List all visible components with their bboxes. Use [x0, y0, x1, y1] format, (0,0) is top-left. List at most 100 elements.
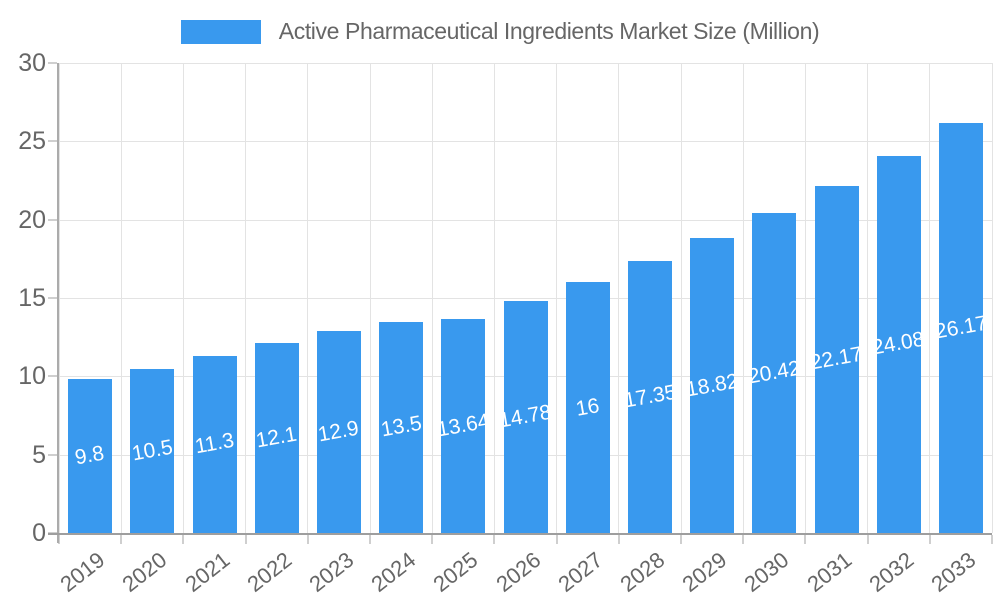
- x-tick-mark: [182, 535, 185, 544]
- bar-2030[interactable]: 20.42: [752, 213, 797, 533]
- x-tick-mark: [120, 535, 123, 544]
- x-tick-mark: [244, 535, 247, 544]
- bar-value-label: 11.3: [193, 429, 236, 459]
- x-tick-label: 2025: [428, 547, 483, 597]
- x-tick-mark: [431, 535, 434, 544]
- legend-swatch: [180, 19, 261, 44]
- y-tick-label: 5: [32, 440, 46, 469]
- x-tick-label: 2021: [179, 547, 234, 597]
- gridline-horizontal: [59, 298, 992, 299]
- y-tick-mark: [48, 218, 57, 221]
- y-tick-label: 25: [18, 127, 46, 156]
- y-tick-mark: [48, 297, 57, 299]
- y-tick-label: 15: [18, 284, 46, 312]
- bar-2026[interactable]: 14.78: [503, 301, 548, 533]
- x-tick-label: 2033: [926, 547, 981, 597]
- bar-value-label: 9.8: [73, 441, 107, 470]
- gridline-vertical: [991, 63, 993, 533]
- x-tick-label: 2028: [615, 547, 670, 597]
- bar-2032[interactable]: 24.08: [876, 155, 921, 533]
- gridline-horizontal: [59, 141, 992, 143]
- gridline-vertical: [742, 63, 744, 533]
- x-tick-mark: [617, 535, 620, 544]
- y-axis-line: [57, 63, 59, 543]
- bar-value-label: 13.5: [379, 411, 424, 442]
- legend: Active Pharmaceutical Ingredients Market…: [0, 18, 1000, 45]
- bar-value-label: 20.42: [752, 356, 797, 389]
- x-tick-label: 2031: [801, 547, 856, 597]
- x-tick-mark: [369, 535, 371, 544]
- legend-item[interactable]: Active Pharmaceutical Ingredients Market…: [180, 18, 820, 45]
- gridline-vertical: [493, 63, 495, 533]
- gridline-vertical: [307, 63, 309, 533]
- x-tick-mark: [493, 535, 496, 544]
- bar-2023[interactable]: 12.9: [316, 330, 361, 533]
- bar-value-label: 16: [574, 393, 602, 421]
- bar-2027[interactable]: 16: [565, 282, 610, 533]
- bar-value-label: 13.64: [441, 409, 486, 442]
- bar-2021[interactable]: 11.3: [192, 355, 237, 533]
- y-tick-mark: [48, 453, 57, 456]
- x-tick-label: 2020: [117, 547, 172, 597]
- bar-value-label: 14.78: [503, 400, 548, 433]
- bar-2020[interactable]: 10.5: [130, 368, 175, 533]
- gridline-horizontal: [59, 63, 992, 64]
- bar-2031[interactable]: 22.17: [814, 185, 859, 533]
- x-tick-mark: [928, 535, 931, 544]
- bar-value-label: 17.35: [627, 380, 672, 413]
- bar-value-label: 24.08: [876, 327, 921, 360]
- x-tick-mark: [742, 535, 745, 544]
- x-tick-mark: [991, 535, 993, 544]
- y-tick-label: 0: [32, 519, 46, 547]
- bar-2033[interactable]: 26.17: [938, 123, 983, 533]
- gridline-vertical: [58, 63, 60, 533]
- bar-2029[interactable]: 18.82: [690, 238, 735, 533]
- x-tick-label: 2030: [739, 547, 794, 597]
- bar-value-label: 18.82: [690, 369, 735, 401]
- y-tick-label: 10: [18, 362, 46, 391]
- x-tick-label: 2027: [553, 547, 608, 597]
- gridline-vertical: [431, 63, 433, 533]
- x-tick-label: 2026: [490, 547, 545, 597]
- gridline-horizontal: [59, 219, 992, 221]
- x-tick-mark: [680, 535, 682, 544]
- y-tick-label: 30: [18, 49, 46, 77]
- y-tick-mark: [48, 62, 57, 64]
- gridline-vertical: [369, 63, 371, 533]
- x-tick-mark: [866, 535, 869, 544]
- gridline-vertical: [804, 63, 806, 533]
- x-tick-label: 2019: [55, 547, 110, 597]
- gridline-vertical: [618, 63, 620, 533]
- bar-value-label: 12.9: [316, 416, 361, 447]
- x-tick-mark: [555, 535, 558, 544]
- x-axis-line: [48, 533, 992, 535]
- x-tick-label: 2022: [242, 547, 297, 597]
- x-tick-mark: [804, 535, 807, 544]
- x-tick-mark: [306, 535, 309, 544]
- gridline-vertical: [245, 63, 247, 533]
- gridline-vertical: [120, 63, 122, 533]
- x-tick-label: 2032: [864, 547, 919, 597]
- gridline-vertical: [680, 63, 682, 533]
- bar-value-label: 12.1: [254, 422, 299, 453]
- bar-value-label: 26.17: [938, 311, 983, 344]
- y-tick-label: 20: [18, 205, 46, 234]
- y-tick-mark: [48, 375, 57, 378]
- gridline-vertical: [929, 63, 931, 533]
- bar-2019[interactable]: 9.8: [68, 379, 113, 533]
- bar-value-label: 10.5: [130, 435, 175, 466]
- x-tick-label: 2029: [677, 547, 732, 597]
- x-tick-label: 2023: [304, 547, 359, 597]
- legend-label: Active Pharmaceutical Ingredients Market…: [278, 18, 820, 44]
- bar-2025[interactable]: 13.64: [441, 319, 486, 533]
- gridline-vertical: [182, 63, 184, 533]
- plot-area: 9.8 10.5 11.3 12.1 12.9 13.5 13.64 14.78 16 17.35…: [48, 62, 993, 544]
- x-tick-label: 2024: [366, 547, 421, 597]
- bar-2022[interactable]: 12.1: [254, 343, 299, 533]
- bar-value-label: 22.17: [814, 342, 859, 375]
- bar-2028[interactable]: 17.35: [627, 261, 672, 533]
- y-tick-mark: [48, 140, 57, 143]
- bar-2024[interactable]: 13.5: [379, 321, 424, 533]
- gridline-vertical: [556, 63, 558, 533]
